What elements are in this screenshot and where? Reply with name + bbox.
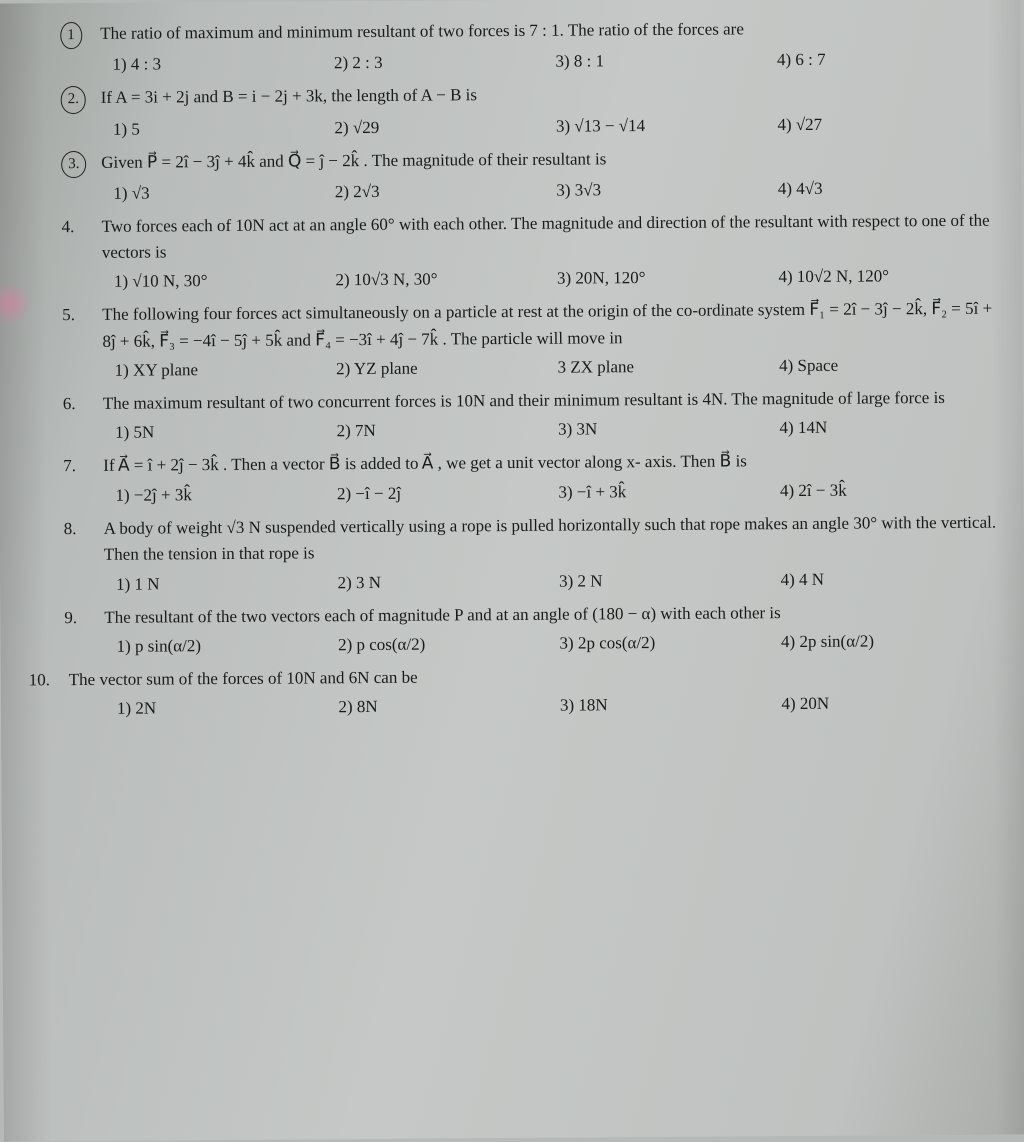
q-number: 2. (57, 85, 101, 114)
q7-opt-1: 1) −2ĵ + 3k̂ (115, 484, 337, 506)
q1-opt-2: 2) 2 : 3 (334, 52, 556, 74)
q-number: 3. (57, 149, 101, 178)
question-7: 7. If A⃗ = î + 2ĵ − 3k̂ . Then a vector … (59, 447, 1001, 480)
q8-opt-2: 2) 3 N (338, 571, 560, 593)
q-text: Given P⃗ = 2î − 3ĵ + 4k̂ and Q⃗ = ĵ − 2k… (101, 143, 999, 176)
q1-opt-3: 3) 8 : 1 (555, 50, 777, 72)
q6-opt-4: 4) 14N (779, 417, 1001, 439)
q3-opt-4: 4) 4√3 (778, 177, 1000, 199)
q8-opt-3: 3) 2 N (559, 570, 781, 592)
q5-options: 1) XY plane 2) YZ plane 3 ZX plane 4) Sp… (115, 355, 1001, 381)
q7-opt-4: 4) 2î − 3k̂ (780, 479, 1002, 501)
q4-opt-4: 4) 10√2 N, 120° (778, 266, 1000, 288)
q10-opt-3: 3) 18N (560, 694, 782, 716)
q-text: If A = 3i + 2j and B = i − 2j + 3k, the … (101, 79, 999, 112)
pink-smudge (0, 281, 32, 325)
q4-options: 1) √10 N, 30° 2) 10√3 N, 30° 3) 20N, 120… (114, 266, 1000, 292)
q8-opt-4: 4) 4 N (781, 568, 1003, 590)
q9-options: 1) p sin(α/2) 2) p cos(α/2) 3) 2p cos(α/… (116, 630, 1002, 656)
q3-opt-2: 2) 2√3 (335, 180, 557, 202)
q10-opt-1: 1) 2N (117, 697, 339, 719)
q-number: 8. (60, 516, 104, 543)
q-number: 4. (58, 214, 102, 241)
q2-options: 1) 5 2) √29 3) √13 − √14 4) √27 (113, 113, 999, 139)
q-number: 5. (58, 302, 102, 329)
q10-opt-2: 2) 8N (338, 696, 560, 718)
q1-opt-4: 4) 6 : 7 (777, 49, 999, 71)
question-3: 3. Given P⃗ = 2î − 3ĵ + 4k̂ and Q⃗ = ĵ −… (57, 143, 999, 178)
question-2: 2. If A = 3i + 2j and B = i − 2j + 3k, t… (57, 79, 999, 114)
q-number: 7. (59, 453, 103, 480)
question-8: 8. A body of weight √3 N suspended verti… (60, 509, 1002, 568)
question-4: 4. Two forces each of 10N act at an angl… (58, 207, 1000, 266)
q7-opt-3: 3) −î + 3k̂ (558, 481, 780, 503)
q-number: 10. (25, 667, 69, 694)
q1-opt-1: 1) 4 : 3 (112, 53, 334, 75)
q-text: The ratio of maximum and minimum resulta… (100, 15, 998, 48)
exam-page: -2, -ĵ † 1 The ratio of maximum and mini… (0, 0, 1024, 1142)
q6-opt-1: 1) 5N (115, 422, 337, 444)
question-1: 1 The ratio of maximum and minimum resul… (56, 15, 998, 50)
q5-opt-3: 3 ZX plane (558, 356, 780, 378)
q4-opt-2: 2) 10√3 N, 30° (335, 269, 557, 291)
q8-opt-1: 1) 1 N (116, 573, 338, 595)
q2-opt-3: 3) √13 − √14 (556, 115, 778, 137)
q4-opt-1: 1) √10 N, 30° (114, 271, 336, 293)
q-text: The resultant of the two vectors each of… (104, 598, 1002, 631)
q9-opt-2: 2) p cos(α/2) (338, 634, 560, 656)
q-text: If A⃗ = î + 2ĵ − 3k̂ . Then a vector B⃗ … (103, 447, 1001, 480)
question-5: 5. The following four forces act simulta… (58, 296, 1000, 355)
q-number: 1 (56, 21, 100, 50)
q-text: Two forces each of 10N act at an angle 6… (102, 207, 1000, 266)
q2-opt-4: 4) √27 (777, 113, 999, 135)
q5-opt-2: 2) YZ plane (336, 358, 558, 380)
q9-opt-4: 4) 2p sin(α/2) (781, 630, 1003, 652)
q6-opt-2: 2) 7N (336, 420, 558, 442)
question-9: 9. The resultant of the two vectors each… (60, 598, 1002, 631)
q-text: The maximum resultant of two concurrent … (103, 385, 1001, 418)
q-text: A body of weight √3 N suspended vertical… (104, 509, 1002, 568)
q10-opt-4: 4) 20N (781, 693, 1003, 715)
q3-opt-3: 3) 3√3 (556, 179, 778, 201)
q9-opt-1: 1) p sin(α/2) (116, 635, 338, 657)
question-10: 10. The vector sum of the forces of 10N … (25, 660, 1003, 693)
q5-opt-4: 4) Space (779, 355, 1001, 377)
q2-opt-2: 2) √29 (334, 116, 556, 138)
q6-opt-3: 3) 3N (558, 419, 780, 441)
q5-opt-1: 1) XY plane (115, 359, 337, 381)
q9-opt-3: 3) 2p cos(α/2) (559, 632, 781, 654)
q1-options: 1) 4 : 3 2) 2 : 3 3) 8 : 1 4) 6 : 7 (112, 49, 998, 75)
q8-options: 1) 1 N 2) 3 N 3) 2 N 4) 4 N (116, 568, 1002, 594)
q3-opt-1: 1) √3 (113, 182, 335, 204)
q7-options: 1) −2ĵ + 3k̂ 2) −î − 2ĵ 3) −î + 3k̂ 4) 2… (115, 479, 1001, 505)
q10-options: 1) 2N 2) 8N 3) 18N 4) 20N (117, 693, 1003, 719)
q-text: The following four forces act simultaneo… (102, 296, 1000, 355)
q-text: The vector sum of the forces of 10N and … (69, 660, 1003, 693)
question-6: 6. The maximum resultant of two concurre… (59, 385, 1001, 418)
q-number: 6. (59, 391, 103, 418)
q6-options: 1) 5N 2) 7N 3) 3N 4) 14N (115, 417, 1001, 443)
q3-options: 1) √3 2) 2√3 3) 3√3 4) 4√3 (113, 177, 999, 203)
q7-opt-2: 2) −î − 2ĵ (337, 482, 559, 504)
q-number: 9. (60, 604, 104, 631)
q4-opt-3: 3) 20N, 120° (557, 268, 779, 290)
q2-opt-1: 1) 5 (113, 118, 335, 140)
